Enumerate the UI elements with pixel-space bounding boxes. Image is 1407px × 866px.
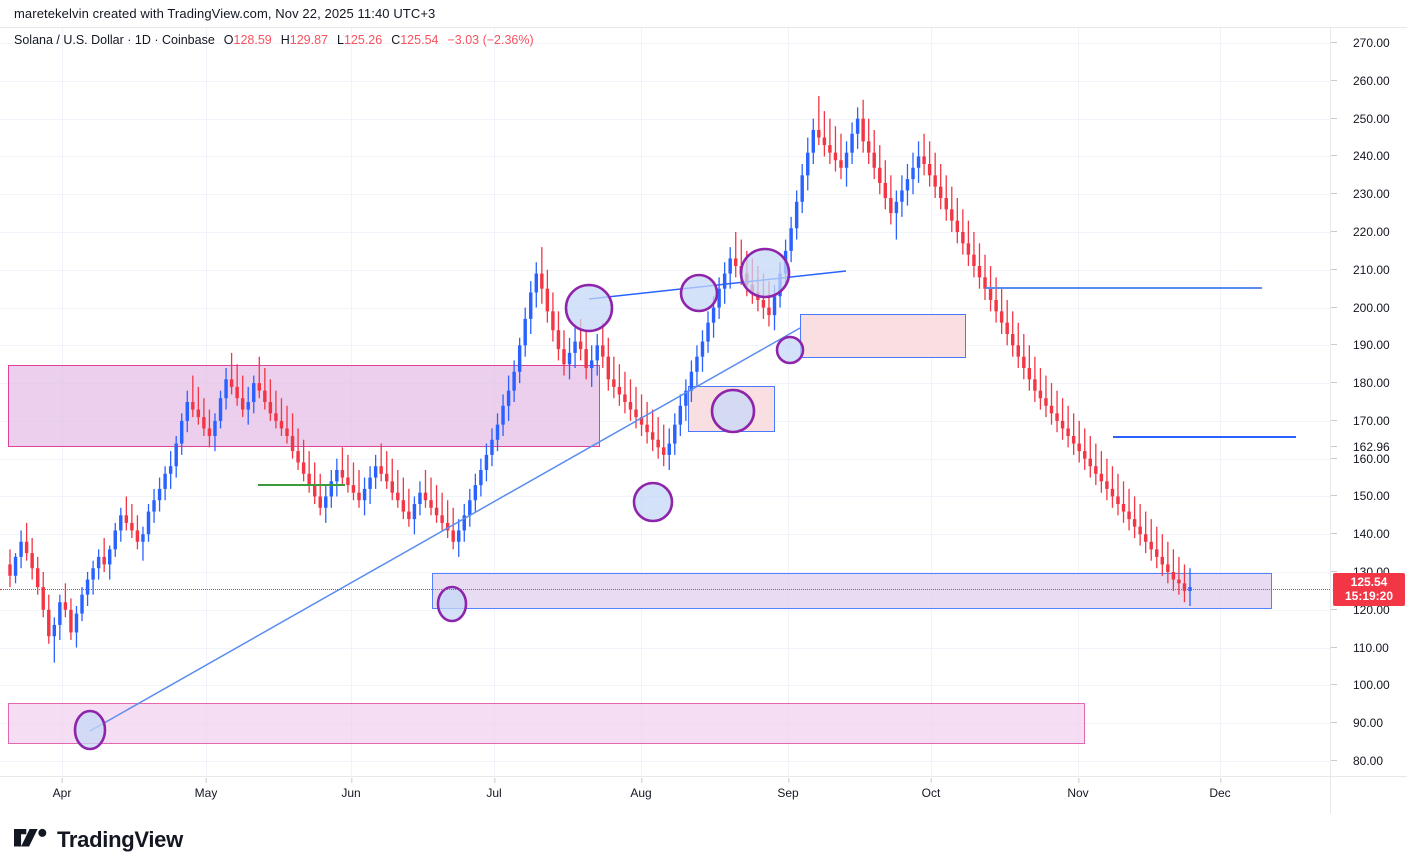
gridline-horizontal: [0, 458, 1330, 460]
time-tick-label[interactable]: Aug: [630, 778, 652, 800]
bar-countdown: 15:19:20: [1344, 588, 1394, 603]
ohlc-close: C125.54: [391, 33, 438, 47]
price-tick-label: 170.00: [1331, 414, 1407, 428]
time-tick-label[interactable]: Jul: [486, 778, 502, 800]
signal-circle-4[interactable]: [775, 335, 805, 365]
ohlc-low: L125.26: [337, 33, 382, 47]
price-tick-label: 90.00: [1331, 716, 1407, 730]
price-tick-label: 190.00: [1331, 338, 1407, 352]
signal-circle-6[interactable]: [632, 481, 674, 523]
time-axis[interactable]: Apr May Jun Jul Aug Sep Oct Nov Dec: [0, 776, 1330, 815]
ohlc-open: O128.59: [224, 33, 272, 47]
ohlc-high: H129.87: [281, 33, 328, 47]
price-tick-label: 200.00: [1331, 301, 1407, 315]
open-label: O: [223, 33, 234, 47]
axis-corner: [1330, 776, 1407, 815]
price-tick-label: 260.00: [1331, 74, 1407, 88]
tradingview-wordmark: TradingView: [57, 827, 183, 852]
gridline-horizontal: [0, 118, 1330, 120]
signal-circle-8[interactable]: [73, 709, 107, 751]
price-tick-label: 150.00: [1331, 489, 1407, 503]
lavender-zone-right[interactable]: [432, 573, 1272, 609]
gridline-horizontal: [0, 609, 1330, 611]
price-tick-label: 160.00: [1331, 452, 1407, 466]
gridline-horizontal: [0, 80, 1330, 82]
gridline-vertical: [788, 28, 789, 776]
price-tick-label: 210.00: [1331, 263, 1407, 277]
change-value: −3.03 (−2.36%): [447, 33, 534, 47]
gridline-horizontal: [0, 307, 1330, 309]
price-tick-label: 180.00: [1331, 376, 1407, 390]
price-axis[interactable]: 270.00 260.00 250.00 240.00 230.00 220.00 210.…: [1330, 28, 1407, 776]
current-price-badge[interactable]: 125.54 15:19:20: [1333, 572, 1405, 606]
candlestick-series: [8, 96, 1192, 663]
price-tick-label: 110.00: [1331, 641, 1407, 655]
signal-circle-2[interactable]: [679, 273, 719, 313]
time-tick-label[interactable]: Sep: [777, 778, 799, 800]
symbol-legend[interactable]: Solana / U.S. Dollar · 1D · Coinbase O12…: [0, 29, 534, 51]
price-tick-label: 240.00: [1331, 149, 1407, 163]
open-value: 128.59: [233, 33, 272, 47]
signal-circle-3[interactable]: [739, 247, 791, 299]
price-tick-label: 100.00: [1331, 678, 1407, 692]
gridline-horizontal: [0, 572, 1330, 573]
footer-branding: TradingView: [0, 814, 1407, 866]
gridline-vertical: [1078, 28, 1079, 776]
price-tick-label: 270.00: [1331, 36, 1407, 50]
current-price-value: 125.54: [1350, 574, 1388, 589]
attribution-bar: maretekelvin created with TradingView.co…: [0, 0, 1407, 28]
high-value: 129.87: [289, 33, 329, 47]
gridline-horizontal: [0, 760, 1330, 762]
close-value: 125.54: [400, 33, 439, 47]
gridline-horizontal: [0, 345, 1330, 347]
price-tick-label: 220.00: [1331, 225, 1407, 239]
chart-canvas[interactable]: [0, 28, 1330, 776]
high-label: H: [280, 33, 290, 47]
low-value: 125.26: [343, 33, 383, 47]
upper-trendline[interactable]: [588, 270, 847, 300]
gridline-horizontal: [0, 420, 1330, 422]
current-price-line: [0, 588, 1330, 590]
time-tick-label[interactable]: Apr: [52, 778, 72, 800]
symbol-title[interactable]: Solana / U.S. Dollar · 1D · Coinbase: [14, 33, 215, 47]
price-tick-label: 140.00: [1331, 527, 1407, 541]
magenta-demand-zone[interactable]: [8, 703, 1085, 744]
price-tick-label: 120.00: [1331, 603, 1407, 617]
price-tick-label: 230.00: [1331, 187, 1407, 201]
gridline-horizontal: [0, 685, 1330, 687]
gridline-horizontal: [0, 43, 1330, 45]
pink-zone-upper[interactable]: [800, 314, 966, 358]
gridline-horizontal: [0, 647, 1330, 649]
price-tick-label: 250.00: [1331, 112, 1407, 126]
attribution-text: maretekelvin created with TradingView.co…: [14, 6, 436, 21]
tradingview-logo-icon: [14, 827, 48, 854]
gridline-vertical: [1220, 28, 1221, 776]
signal-circle-5[interactable]: [710, 388, 756, 434]
time-tick-label[interactable]: Oct: [921, 778, 941, 800]
gridline-horizontal: [0, 194, 1330, 196]
gridline-horizontal: [0, 232, 1330, 233]
close-label: C: [391, 33, 401, 47]
price-tick-label: 80.00: [1331, 754, 1407, 768]
gridline-vertical: [931, 28, 932, 776]
gridline-horizontal: [0, 156, 1330, 158]
time-tick-label[interactable]: Dec: [1209, 778, 1231, 800]
ascending-trendline[interactable]: [89, 327, 801, 732]
time-tick-label[interactable]: Jun: [341, 778, 361, 800]
low-label: L: [337, 33, 344, 47]
signal-circle-1[interactable]: [564, 283, 614, 333]
price-tick-label-special: 162.96: [1331, 440, 1407, 454]
signal-circle-7[interactable]: [436, 585, 468, 623]
drawing-overlays[interactable]: [0, 28, 1330, 776]
gridline-horizontal: [0, 534, 1330, 536]
time-tick-label[interactable]: Nov: [1067, 778, 1089, 800]
gridline-horizontal: [0, 269, 1330, 271]
gridline-horizontal: [0, 383, 1330, 385]
time-tick-label[interactable]: May: [194, 778, 218, 800]
